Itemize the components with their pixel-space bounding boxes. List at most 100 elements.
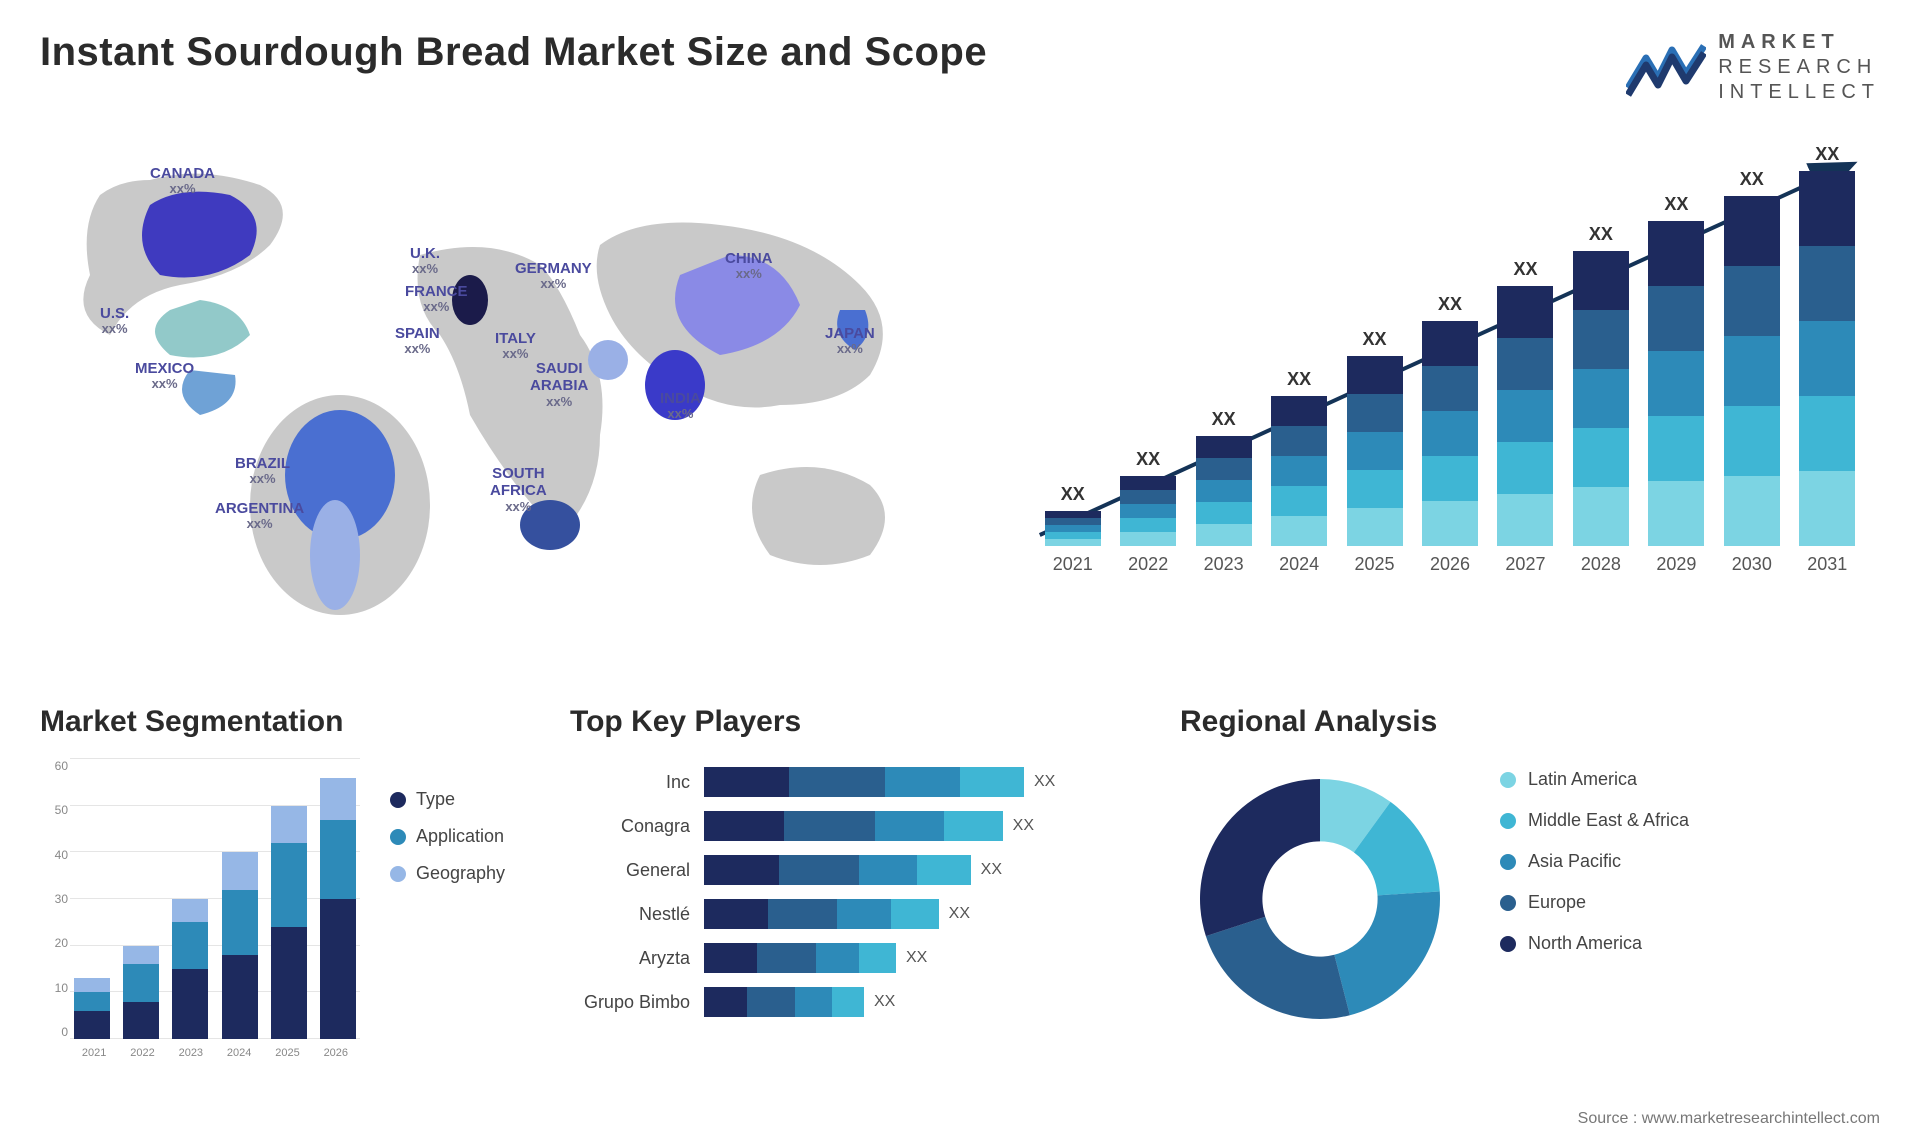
logo-text: MARKET RESEARCH INTELLECT <box>1718 30 1880 105</box>
yearly-bar-toplabel: XX <box>1589 224 1613 245</box>
donut-slice <box>1200 779 1320 936</box>
country-label: CHINAxx% <box>725 250 773 282</box>
header: Instant Sourdough Bread Market Size and … <box>40 30 1880 105</box>
yearly-bar-col: XX 2024 <box>1266 369 1331 575</box>
key-player-name: Nestlé <box>570 904 690 925</box>
key-player-bar <box>704 855 971 885</box>
country-label: SPAINxx% <box>395 325 440 357</box>
yearly-bar-col: XX 2030 <box>1719 169 1784 575</box>
yearly-bar-xlabel: 2030 <box>1732 554 1772 575</box>
yearly-bar-toplabel: XX <box>1815 144 1839 165</box>
yearly-bar-col: XX 2028 <box>1568 224 1633 575</box>
key-player-value: XX <box>1013 817 1034 835</box>
segmentation-bar-col <box>222 852 258 1039</box>
segmentation-bar-col <box>271 806 307 1039</box>
yearly-bar-xlabel: 2031 <box>1807 554 1847 575</box>
key-player-row: Conagra XX <box>570 811 1130 841</box>
donut-slice <box>1206 917 1350 1019</box>
bottom-row: Market Segmentation 6050403020100 202120… <box>40 705 1880 1105</box>
key-player-bar <box>704 811 1003 841</box>
yearly-bar-col: XX 2026 <box>1417 294 1482 575</box>
logo-wave-icon <box>1626 38 1706 98</box>
yearly-bar-xlabel: 2021 <box>1053 554 1093 575</box>
world-map-block: CANADAxx%U.S.xx%MEXICOxx%BRAZILxx%ARGENT… <box>40 135 960 655</box>
yearly-bar-xlabel: 2025 <box>1355 554 1395 575</box>
regional-donut-chart <box>1180 759 1460 1039</box>
yearly-bar-stack <box>1497 286 1553 546</box>
yearly-bar-toplabel: XX <box>1363 329 1387 350</box>
segmentation-bar-col <box>172 899 208 1039</box>
regional-legend: Latin AmericaMiddle East & AfricaAsia Pa… <box>1500 759 1689 954</box>
country-label: ARGENTINAxx% <box>215 500 304 532</box>
regional-section: Regional Analysis Latin AmericaMiddle Ea… <box>1180 705 1880 1105</box>
source-attribution: Source : www.marketresearchintellect.com <box>1578 1110 1880 1128</box>
top-row: CANADAxx%U.S.xx%MEXICOxx%BRAZILxx%ARGENT… <box>40 135 1880 655</box>
yearly-bar-col: XX 2021 <box>1040 484 1105 575</box>
segmentation-bar-col <box>74 978 110 1039</box>
segmentation-chart: 6050403020100 202120222023202420252026 <box>40 759 360 1059</box>
key-player-row: Grupo BimboXX <box>570 987 1130 1017</box>
yearly-bar-toplabel: XX <box>1664 194 1688 215</box>
key-player-bar <box>704 899 939 929</box>
yearly-bar-toplabel: XX <box>1287 369 1311 390</box>
key-player-name: Conagra <box>570 816 690 837</box>
key-player-value: XX <box>1034 773 1055 791</box>
key-player-row: General XX <box>570 855 1130 885</box>
yearly-bar-stack <box>1724 196 1780 546</box>
key-player-name: Inc <box>570 772 690 793</box>
yearly-bar-stack <box>1120 476 1176 546</box>
country-label: MEXICOxx% <box>135 360 194 392</box>
yearly-bar-xlabel: 2022 <box>1128 554 1168 575</box>
segmentation-bar-col <box>123 946 159 1039</box>
yearly-bar-stack <box>1196 436 1252 546</box>
yearly-bar-stack <box>1422 321 1478 546</box>
yearly-bar-xlabel: 2023 <box>1204 554 1244 575</box>
yearly-bar-toplabel: XX <box>1513 259 1537 280</box>
key-player-value: XX <box>906 949 927 967</box>
segmentation-legend-item: Type <box>390 789 505 810</box>
yearly-bar-toplabel: XX <box>1136 449 1160 470</box>
yearly-bar-xlabel: 2024 <box>1279 554 1319 575</box>
segmentation-legend-item: Application <box>390 826 505 847</box>
yearly-bar-xlabel: 2027 <box>1505 554 1545 575</box>
key-players-heading: Top Key Players <box>570 705 1130 739</box>
yearly-bar-toplabel: XX <box>1212 409 1236 430</box>
key-player-bar <box>704 987 864 1017</box>
yearly-bar-toplabel: XX <box>1061 484 1085 505</box>
country-label: JAPANxx% <box>825 325 875 357</box>
yearly-bar-xlabel: 2026 <box>1430 554 1470 575</box>
regional-legend-item: Asia Pacific <box>1500 851 1689 872</box>
yearly-bar-toplabel: XX <box>1740 169 1764 190</box>
country-label: SAUDIARABIAxx% <box>530 360 588 409</box>
key-player-name: General <box>570 860 690 881</box>
country-label: SOUTHAFRICAxx% <box>490 465 547 514</box>
key-player-row: Inc XX <box>570 767 1130 797</box>
yearly-bar-stack <box>1799 171 1855 546</box>
donut-slice <box>1334 891 1440 1015</box>
key-players-chart: IncXXConagraXXGeneralXXNestléXXAryztaXXG… <box>570 759 1130 1017</box>
regional-heading: Regional Analysis <box>1180 705 1880 739</box>
yearly-bar-xlabel: 2028 <box>1581 554 1621 575</box>
key-player-bar <box>704 943 896 973</box>
country-label: BRAZILxx% <box>235 455 290 487</box>
regional-legend-item: Europe <box>1500 892 1689 913</box>
yearly-bar-col: XX 2031 <box>1795 144 1860 575</box>
yearly-bar-toplabel: XX <box>1438 294 1462 315</box>
yearly-bar-stack <box>1271 396 1327 546</box>
key-player-name: Grupo Bimbo <box>570 992 690 1013</box>
key-player-row: NestléXX <box>570 899 1130 929</box>
segmentation-heading: Market Segmentation <box>40 705 520 739</box>
yearly-bar-stack <box>1347 356 1403 546</box>
yearly-bar-stack <box>1573 251 1629 546</box>
key-player-value: XX <box>981 861 1002 879</box>
yearly-bar-col: XX 2025 <box>1342 329 1407 575</box>
yearly-bar-col: XX 2022 <box>1115 449 1180 575</box>
segmentation-legend: TypeApplicationGeography <box>390 759 505 1059</box>
key-player-bar <box>704 767 1024 797</box>
country-label: U.K.xx% <box>410 245 440 277</box>
key-players-section: Top Key Players Inc XX Conagra XX General XX N… <box>570 705 1130 1105</box>
country-label: FRANCExx% <box>405 283 468 315</box>
brand-logo: MARKET RESEARCH INTELLECT <box>1626 30 1880 105</box>
regional-legend-item: North America <box>1500 933 1689 954</box>
regional-legend-item: Middle East & Africa <box>1500 810 1689 831</box>
